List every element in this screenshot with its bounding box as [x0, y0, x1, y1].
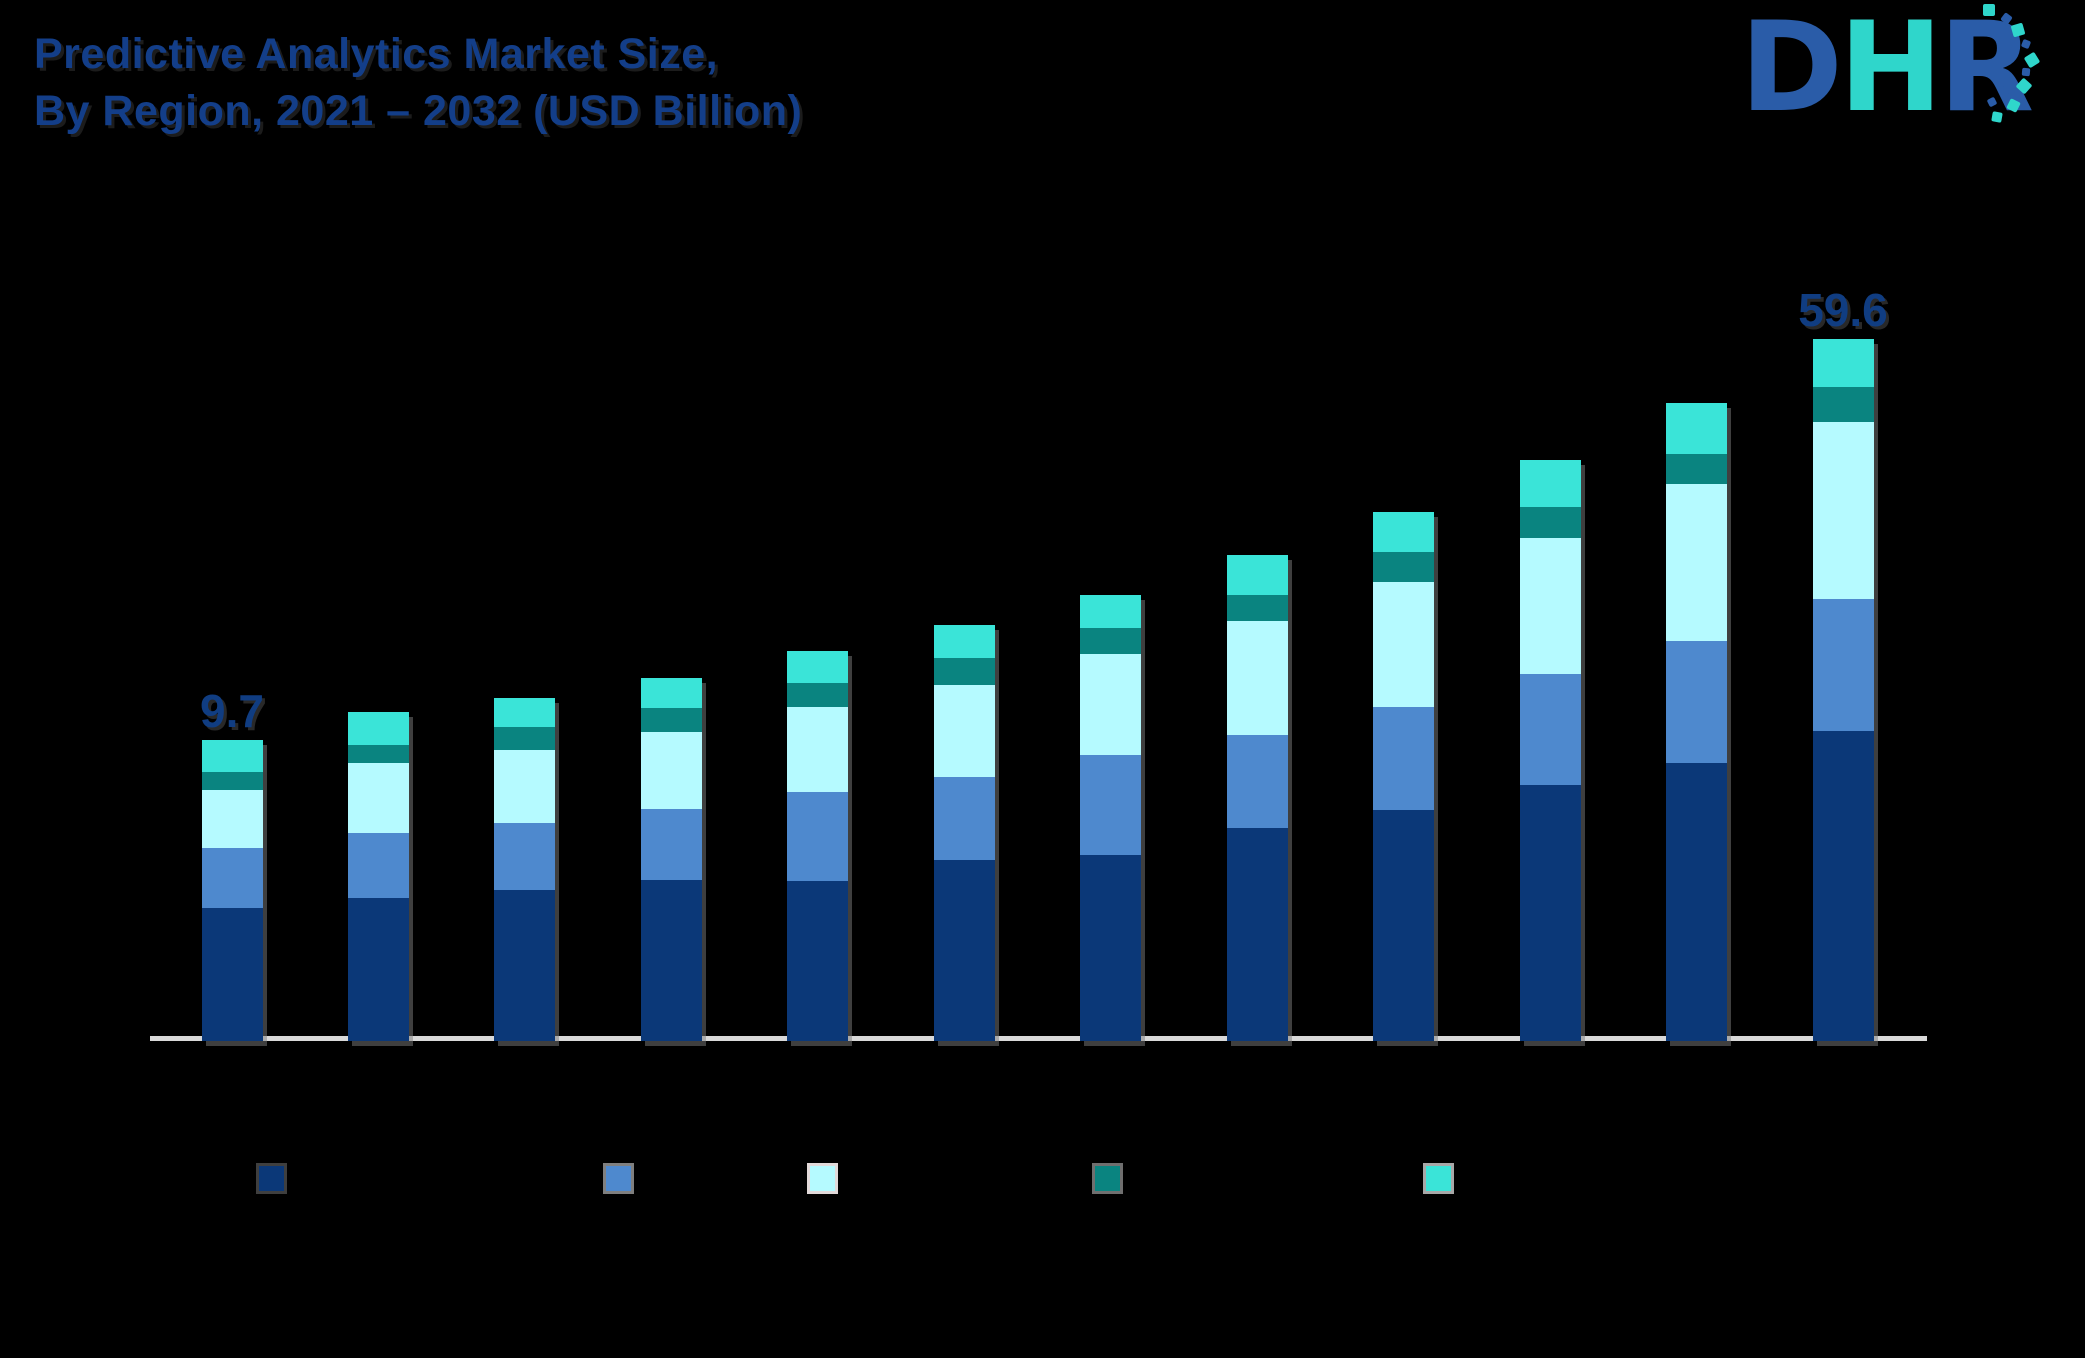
segment-region-4-dark-teal-2030 — [1519, 507, 1581, 538]
segment-region-4-dark-teal-2032 — [1812, 387, 1874, 422]
segment-region-3-pale-cyan-2023 — [494, 750, 556, 823]
segment-region-5-turquoise-2024 — [640, 678, 702, 708]
segment-region-1-navy-2027 — [1080, 855, 1142, 1041]
segment-region-4-dark-teal-2029 — [1373, 552, 1435, 582]
segment-region-5-turquoise-2021 — [201, 740, 263, 772]
segment-region-1-navy-2029 — [1373, 810, 1435, 1041]
segment-region-1-navy-2022 — [348, 898, 409, 1041]
chart-title-line1: Predictive Analytics Market Size, — [34, 30, 719, 78]
segment-region-2-medium-blue-2025 — [787, 792, 849, 881]
bar-2023 — [494, 698, 556, 1041]
segment-region-3-pale-cyan-2029 — [1373, 582, 1435, 707]
bar-2024 — [640, 678, 702, 1041]
segment-region-1-navy-2026 — [933, 860, 995, 1041]
segment-region-5-turquoise-2029 — [1373, 512, 1435, 552]
segment-region-1-navy-2028 — [1226, 828, 1288, 1041]
segment-region-1-navy-2030 — [1519, 785, 1581, 1041]
segment-region-3-pale-cyan-2025 — [787, 707, 849, 792]
segment-region-2-medium-blue-2022 — [348, 833, 409, 898]
segment-region-3-pale-cyan-2027 — [1080, 654, 1142, 755]
segment-region-3-pale-cyan-2024 — [640, 732, 702, 809]
segment-region-5-turquoise-2028 — [1226, 555, 1288, 595]
segment-region-4-dark-teal-2026 — [933, 658, 995, 685]
segment-region-5-turquoise-2022 — [348, 712, 409, 745]
segment-region-1-navy-2021 — [201, 908, 263, 1041]
segment-region-4-dark-teal-2024 — [640, 708, 702, 732]
segment-region-4-dark-teal-2022 — [348, 745, 409, 763]
segment-region-2-medium-blue-2028 — [1226, 735, 1288, 828]
value-label-2021: 9.7 — [200, 685, 264, 737]
segment-region-5-turquoise-2023 — [494, 698, 556, 727]
segment-region-3-pale-cyan-2028 — [1226, 621, 1288, 735]
bar-2021 — [201, 740, 263, 1041]
segment-region-3-pale-cyan-2021 — [201, 790, 263, 848]
value-label-2032: 59.6 — [1798, 284, 1888, 336]
segment-region-2-medium-blue-2030 — [1519, 674, 1581, 785]
segment-region-2-medium-blue-2031 — [1666, 641, 1727, 763]
chart-title: Predictive Analytics Market Size, By Reg… — [34, 26, 802, 140]
segment-region-3-pale-cyan-2022 — [348, 763, 409, 833]
bar-2031 — [1666, 403, 1727, 1041]
bar-2032 — [1812, 339, 1874, 1041]
bar-2022 — [348, 712, 409, 1041]
segment-region-3-pale-cyan-2030 — [1519, 538, 1581, 674]
segment-region-5-turquoise-2030 — [1519, 460, 1581, 507]
segment-region-3-pale-cyan-2026 — [933, 685, 995, 777]
segment-region-1-navy-2031 — [1666, 763, 1727, 1041]
segment-region-4-dark-teal-2023 — [494, 727, 556, 750]
segment-region-1-navy-2025 — [787, 881, 849, 1041]
segment-region-5-turquoise-2025 — [787, 651, 849, 683]
segment-region-3-pale-cyan-2031 — [1666, 484, 1727, 641]
segment-region-5-turquoise-2031 — [1666, 403, 1727, 454]
dhr-logo-letters: DHR — [1740, 6, 2034, 130]
segment-region-4-dark-teal-2021 — [201, 772, 263, 790]
dhr-logo: DHR — [1740, 4, 2041, 156]
segment-region-2-medium-blue-2023 — [494, 823, 556, 890]
segment-region-5-turquoise-2032 — [1812, 339, 1874, 387]
segment-region-4-dark-teal-2031 — [1666, 454, 1727, 484]
bar-2027 — [1080, 595, 1142, 1041]
segment-region-2-medium-blue-2024 — [640, 809, 702, 880]
logo-letter-D: D — [1740, 0, 1843, 140]
segment-region-1-navy-2023 — [494, 890, 556, 1041]
legend-swatch-pale-cyan — [807, 1163, 838, 1194]
segment-region-4-dark-teal-2027 — [1080, 628, 1142, 654]
bar-2030 — [1519, 460, 1581, 1041]
logo-letter-H: H — [1838, 0, 1943, 140]
segment-region-4-dark-teal-2025 — [787, 683, 849, 707]
bar-2025 — [787, 651, 849, 1041]
bar-2029 — [1373, 512, 1435, 1041]
bar-2028 — [1226, 555, 1288, 1041]
chart-title-line2: By Region, 2021 – 2032 (USD Billion) — [34, 86, 803, 135]
segment-region-2-medium-blue-2021 — [201, 848, 263, 908]
segment-region-2-medium-blue-2029 — [1373, 707, 1435, 810]
segment-region-1-navy-2024 — [640, 880, 702, 1041]
x-axis-line — [150, 1036, 1927, 1041]
segment-region-4-dark-teal-2028 — [1226, 595, 1288, 621]
segment-region-2-medium-blue-2032 — [1812, 599, 1874, 731]
segment-region-5-turquoise-2027 — [1080, 595, 1142, 628]
segment-region-2-medium-blue-2026 — [933, 777, 995, 860]
bar-2026 — [933, 625, 995, 1041]
segment-region-2-medium-blue-2027 — [1080, 755, 1142, 855]
logo-dot — [1983, 4, 1995, 16]
segment-region-5-turquoise-2026 — [933, 625, 995, 658]
legend-swatch-navy — [256, 1163, 287, 1194]
legend-swatch-dark-teal — [1092, 1163, 1123, 1194]
legend-swatch-medium-blue — [603, 1163, 634, 1194]
legend-swatch-turquoise — [1423, 1163, 1454, 1194]
segment-region-3-pale-cyan-2032 — [1812, 422, 1874, 599]
segment-region-1-navy-2032 — [1812, 731, 1874, 1041]
